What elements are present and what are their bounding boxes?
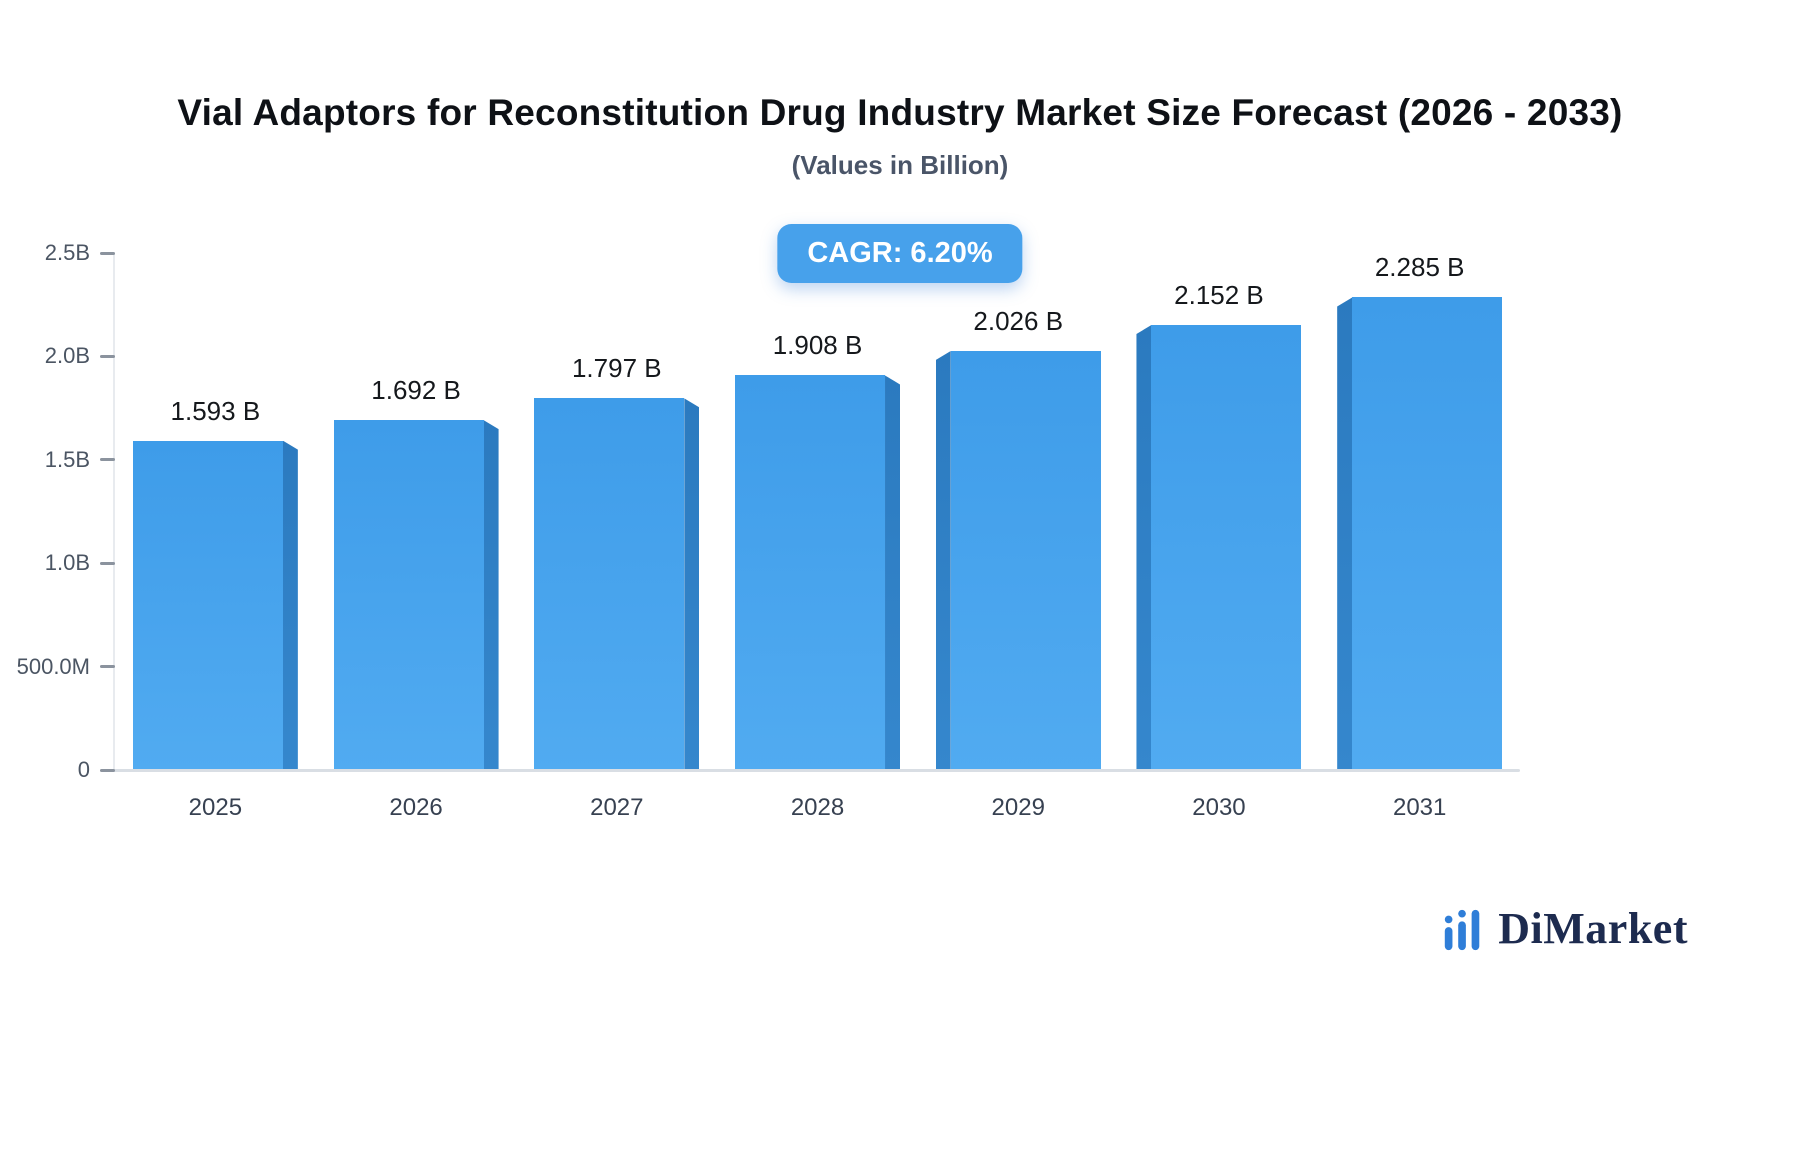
bar-3d-side (1337, 297, 1353, 770)
bars-row: 1.593 B 2025 1.692 B 2026 1.797 B 2027 1.908 B… (115, 252, 1520, 821)
bar-2025[interactable]: 1.593 B (132, 396, 298, 770)
bar-2027[interactable]: 1.797 B (534, 353, 700, 770)
bar-value-label: 1.593 B (170, 395, 261, 426)
bar-2026[interactable]: 1.692 B (333, 375, 499, 770)
bar-face (534, 398, 685, 770)
x-axis-label: 2031 (1392, 794, 1447, 821)
x-axis-label: 2027 (590, 794, 644, 821)
bar-face (1352, 297, 1503, 770)
bar-3d-side (282, 440, 298, 770)
bar-value-label: 1.692 B (371, 375, 461, 406)
y-tick-label: 0 (77, 757, 90, 782)
bar-slot: 1.908 B 2028 (717, 253, 918, 821)
x-axis-label: 2025 (188, 794, 243, 821)
brand-name: DiMarket (1498, 904, 1688, 953)
bar-3d-side (1136, 324, 1152, 770)
bar-value-label: 2.285 B (1374, 252, 1465, 283)
bar-2031[interactable]: 2.285 B (1337, 252, 1503, 770)
y-tick-label: 500.0M (16, 653, 90, 679)
y-tick-mark (100, 768, 115, 772)
y-tick-label: 2.0B (44, 343, 90, 369)
y-axis-tick: 0 (78, 757, 115, 783)
bar-face (333, 420, 484, 770)
x-axis-label: 2026 (389, 794, 443, 821)
y-axis-line (113, 253, 115, 770)
bar-value-label: 1.797 B (571, 353, 662, 384)
bar-value-label: 1.908 B (772, 330, 863, 361)
bar-2030[interactable]: 2.152 B (1136, 280, 1302, 770)
bar-slot: 2.152 B 2030 (1119, 253, 1320, 821)
y-tick-mark (100, 251, 115, 255)
x-axis-label: 2030 (1192, 794, 1246, 821)
chart-subtitle: (Values in Billion) (791, 150, 1009, 180)
y-axis-tick: 2.5B (45, 240, 115, 266)
y-axis-tick: 2.0B (45, 343, 115, 369)
y-tick-label: 1.5B (44, 446, 90, 472)
bar-3d-side (935, 351, 951, 770)
y-tick-mark (100, 665, 115, 669)
y-axis-tick: 1.5B (45, 447, 115, 473)
bar-slot: 2.026 B 2029 (918, 253, 1119, 821)
bar-slot: 1.692 B 2026 (316, 253, 517, 821)
y-tick-label: 2.5B (44, 240, 90, 265)
x-axis-label: 2028 (790, 794, 845, 821)
plot-area: 1.593 B 2025 1.692 B 2026 1.797 B 2027 1.908 B… (17, 240, 1520, 821)
bar-face (132, 440, 283, 770)
bar-chart: 1.593 B 2025 1.692 B 2026 1.797 B 2027 1.908 B… (17, 240, 1520, 821)
bar-slot: 1.797 B 2027 (516, 253, 717, 821)
bar-3d-side (483, 420, 499, 770)
x-axis-line (103, 769, 1520, 772)
y-tick-mark (100, 354, 115, 358)
chart-title: Vial Adaptors for Reconstitution Drug In… (177, 92, 1623, 133)
bar-value-label: 2.152 B (1174, 279, 1264, 310)
x-axis-label: 2029 (991, 794, 1045, 821)
y-tick-label: 1.0B (44, 550, 90, 576)
bar-slot: 2.285 B 2031 (1319, 252, 1520, 821)
y-tick-mark (100, 458, 115, 462)
bar-face (735, 375, 886, 770)
bar-face (950, 351, 1101, 770)
bar-slot: 1.593 B 2025 (115, 253, 316, 821)
bar-face (1151, 324, 1302, 770)
y-tick-mark (100, 561, 115, 565)
bar-2029[interactable]: 2.026 B (935, 306, 1101, 770)
y-axis-tick: 500.0M (17, 654, 115, 680)
bar-value-label: 2.026 B (973, 306, 1064, 337)
bar-3d-side (684, 398, 700, 770)
bar-3d-side (885, 375, 901, 770)
cagr-badge: CAGR: 6.20% (777, 224, 1023, 283)
dimarket-logo-icon (1445, 909, 1480, 950)
y-axis-tick: 1.0B (45, 550, 115, 576)
bar-2028[interactable]: 1.908 B (735, 330, 901, 770)
brand-logo: DiMarket (1440, 903, 1688, 954)
